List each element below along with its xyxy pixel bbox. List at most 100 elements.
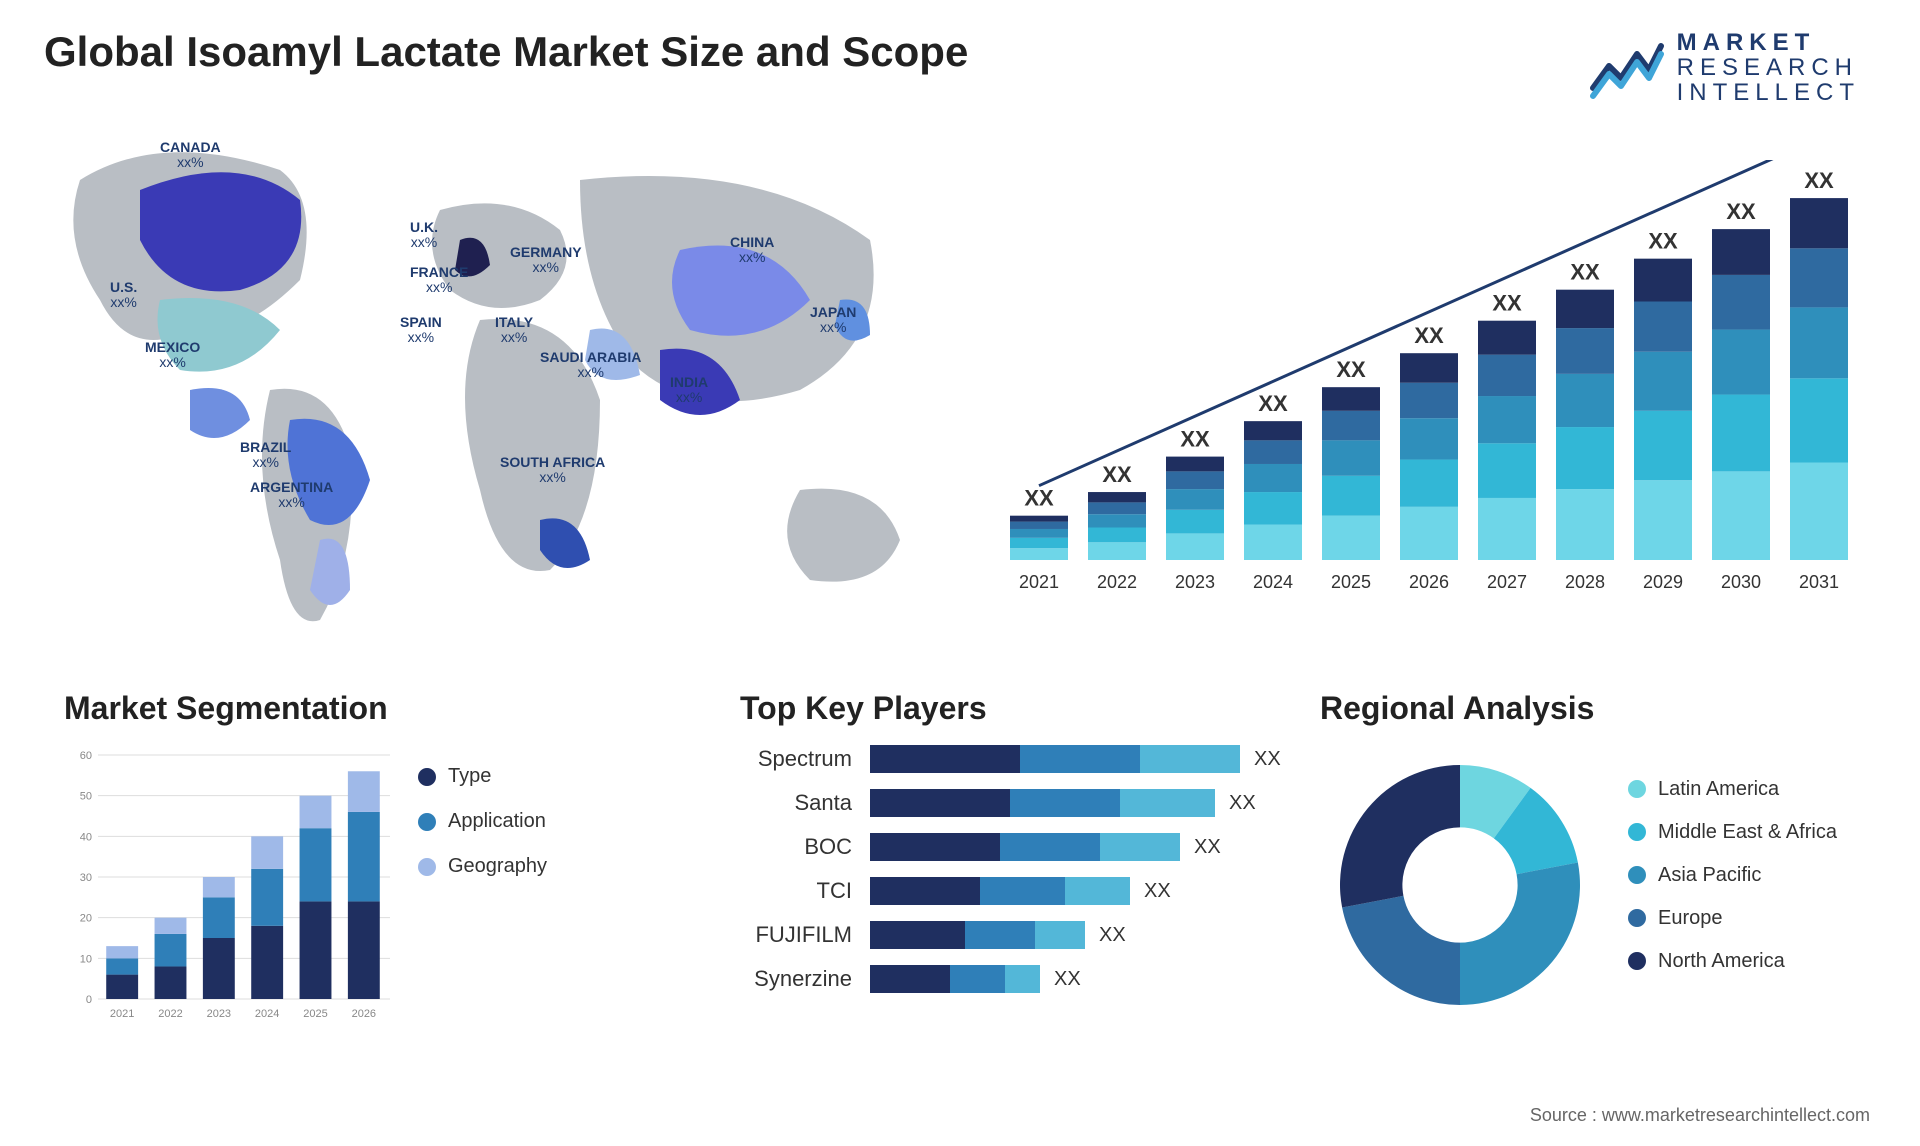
svg-text:40: 40 bbox=[80, 831, 92, 843]
page-title: Global Isoamyl Lactate Market Size and S… bbox=[44, 28, 968, 76]
player-bar-segment bbox=[1020, 745, 1140, 773]
svg-text:2030: 2030 bbox=[1721, 572, 1761, 592]
map-label: CHINAxx% bbox=[730, 235, 774, 266]
svg-text:XX: XX bbox=[1804, 168, 1834, 193]
svg-text:30: 30 bbox=[80, 872, 92, 884]
legend-item: Geography bbox=[418, 855, 547, 878]
player-row: FUJIFILM XX bbox=[740, 921, 1300, 949]
player-bar-segment bbox=[1035, 921, 1085, 949]
source-line: Source : www.marketresearchintellect.com bbox=[1530, 1105, 1870, 1126]
segmentation-legend: Type Application Geography bbox=[418, 765, 547, 900]
legend-swatch bbox=[418, 858, 436, 876]
svg-text:2023: 2023 bbox=[207, 1008, 231, 1020]
players-list: Spectrum XX Santa XX BOC XX TCI XX FUJIFILM XX Syn… bbox=[740, 745, 1300, 993]
player-bar-segment bbox=[1010, 789, 1120, 817]
segmentation-panel: Market Segmentation 01020304050602021202… bbox=[64, 690, 624, 1025]
player-name: TCI bbox=[740, 878, 870, 904]
player-bar-segment bbox=[1065, 877, 1130, 905]
legend-item: North America bbox=[1628, 950, 1837, 973]
svg-text:2025: 2025 bbox=[303, 1008, 327, 1020]
player-value: XX bbox=[1194, 836, 1221, 859]
player-bar-segment bbox=[870, 921, 965, 949]
player-row: Spectrum XX bbox=[740, 745, 1300, 773]
svg-text:XX: XX bbox=[1102, 462, 1132, 487]
player-bar bbox=[870, 877, 1130, 905]
legend-item: Europe bbox=[1628, 907, 1837, 930]
legend-swatch bbox=[418, 813, 436, 831]
players-title: Top Key Players bbox=[740, 690, 1300, 727]
player-bar-segment bbox=[965, 921, 1035, 949]
legend-label: Asia Pacific bbox=[1658, 864, 1761, 887]
map-label: MEXICOxx% bbox=[145, 340, 200, 371]
logo-text-3: INTELLECT bbox=[1677, 80, 1860, 105]
svg-text:20: 20 bbox=[80, 913, 92, 925]
legend-label: Europe bbox=[1658, 907, 1723, 930]
legend-item: Middle East & Africa bbox=[1628, 821, 1837, 844]
legend-label: Type bbox=[448, 765, 491, 788]
legend-label: North America bbox=[1658, 950, 1785, 973]
player-name: FUJIFILM bbox=[740, 922, 870, 948]
player-value: XX bbox=[1229, 792, 1256, 815]
player-name: Synerzine bbox=[740, 966, 870, 992]
growth-chart: XX2021XX2022XX2023XX2024XX2025XX2026XX20… bbox=[1000, 160, 1860, 600]
player-row: Santa XX bbox=[740, 789, 1300, 817]
svg-text:2021: 2021 bbox=[110, 1008, 134, 1020]
logo-icon bbox=[1589, 36, 1665, 100]
svg-text:XX: XX bbox=[1258, 391, 1288, 416]
players-panel: Top Key Players Spectrum XX Santa XX BOC XX TC… bbox=[740, 690, 1300, 1009]
legend-swatch bbox=[1628, 866, 1646, 884]
player-row: BOC XX bbox=[740, 833, 1300, 861]
map-label: SAUDI ARABIAxx% bbox=[540, 350, 641, 381]
player-value: XX bbox=[1054, 968, 1081, 991]
player-value: XX bbox=[1099, 924, 1126, 947]
player-bar-segment bbox=[870, 789, 1010, 817]
legend-item: Application bbox=[418, 810, 547, 833]
player-value: XX bbox=[1254, 748, 1281, 771]
svg-text:XX: XX bbox=[1726, 199, 1756, 224]
player-bar-segment bbox=[870, 833, 1000, 861]
map-label: JAPANxx% bbox=[810, 305, 856, 336]
map-label: FRANCExx% bbox=[410, 265, 468, 296]
segmentation-chart: 0102030405060202120222023202420252026 bbox=[64, 745, 394, 1025]
legend-item: Type bbox=[418, 765, 547, 788]
segmentation-title: Market Segmentation bbox=[64, 690, 624, 727]
legend-swatch bbox=[1628, 952, 1646, 970]
svg-text:2027: 2027 bbox=[1487, 572, 1527, 592]
regional-legend: Latin America Middle East & Africa Asia Pa… bbox=[1628, 778, 1837, 993]
player-bar-segment bbox=[1005, 965, 1040, 993]
player-bar-segment bbox=[950, 965, 1005, 993]
svg-text:0: 0 bbox=[86, 994, 92, 1006]
svg-text:2026: 2026 bbox=[1409, 572, 1449, 592]
regional-donut bbox=[1320, 745, 1600, 1025]
player-name: Santa bbox=[740, 790, 870, 816]
svg-text:2024: 2024 bbox=[255, 1008, 279, 1020]
player-bar-segment bbox=[1140, 745, 1240, 773]
svg-text:60: 60 bbox=[80, 750, 92, 762]
logo-text-2: RESEARCH bbox=[1677, 55, 1860, 80]
map-label: INDIAxx% bbox=[670, 375, 708, 406]
regional-title: Regional Analysis bbox=[1320, 690, 1890, 727]
legend-label: Latin America bbox=[1658, 778, 1779, 801]
logo-text-1: MARKET bbox=[1677, 30, 1860, 55]
map-svg bbox=[40, 120, 940, 640]
player-value: XX bbox=[1144, 880, 1171, 903]
legend-label: Geography bbox=[448, 855, 547, 878]
player-name: BOC bbox=[740, 834, 870, 860]
legend-swatch bbox=[1628, 909, 1646, 927]
svg-text:2021: 2021 bbox=[1019, 572, 1059, 592]
world-map: CANADAxx%U.S.xx%MEXICOxx%BRAZILxx%ARGENT… bbox=[40, 120, 940, 640]
svg-text:2022: 2022 bbox=[1097, 572, 1137, 592]
player-bar bbox=[870, 745, 1240, 773]
legend-label: Application bbox=[448, 810, 546, 833]
legend-swatch bbox=[418, 768, 436, 786]
svg-text:XX: XX bbox=[1570, 260, 1600, 285]
svg-text:XX: XX bbox=[1492, 291, 1522, 316]
player-name: Spectrum bbox=[740, 746, 870, 772]
map-label: ARGENTINAxx% bbox=[250, 480, 333, 511]
legend-swatch bbox=[1628, 823, 1646, 841]
svg-text:2025: 2025 bbox=[1331, 572, 1371, 592]
legend-label: Middle East & Africa bbox=[1658, 821, 1837, 844]
player-bar-segment bbox=[1100, 833, 1180, 861]
map-label: GERMANYxx% bbox=[510, 245, 582, 276]
player-bar bbox=[870, 833, 1180, 861]
